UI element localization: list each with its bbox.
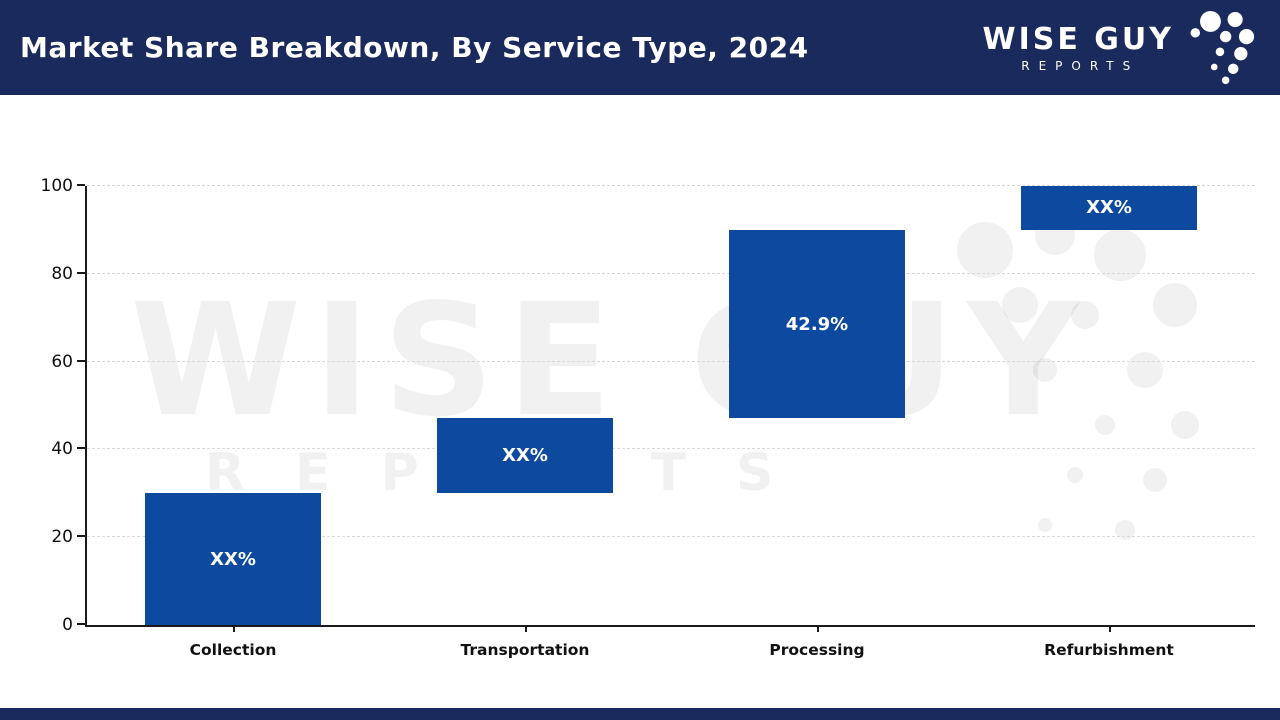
category-label: Transportation bbox=[460, 641, 590, 659]
y-axis-tick bbox=[77, 447, 85, 450]
category-label: Refurbishment bbox=[1044, 641, 1174, 659]
category-label: Processing bbox=[769, 641, 865, 659]
waterfall-bar: 42.9% bbox=[729, 229, 905, 419]
y-tick-label: 40 bbox=[51, 439, 73, 460]
bar-value-label: XX% bbox=[210, 548, 256, 570]
y-axis-tick bbox=[77, 359, 85, 362]
y-tick-label: 60 bbox=[51, 351, 73, 372]
gridline bbox=[87, 448, 1255, 450]
y-axis-tick bbox=[77, 535, 85, 538]
y-tick-label: 80 bbox=[51, 263, 73, 284]
logo-subtext: REPORTS bbox=[1021, 59, 1140, 73]
waterfall-bar: XX% bbox=[1021, 186, 1197, 230]
header-bar: Market Share Breakdown, By Service Type,… bbox=[0, 0, 1280, 95]
y-axis-tick bbox=[77, 623, 85, 625]
page-title: Market Share Breakdown, By Service Type,… bbox=[20, 31, 809, 64]
y-axis-tick bbox=[77, 184, 85, 186]
x-axis-tick bbox=[817, 625, 819, 632]
bar-value-label: XX% bbox=[502, 445, 548, 467]
waterfall-bar: XX% bbox=[145, 493, 321, 625]
x-axis-tick bbox=[525, 625, 527, 632]
waterfall-chart: 0 20 40 60 80 100 XX% Collection XX% Transportati… bbox=[41, 176, 1255, 659]
footer-bar bbox=[0, 708, 1280, 720]
y-axis-tick bbox=[77, 271, 85, 274]
y-tick-label: 20 bbox=[51, 527, 73, 548]
y-tick-label: 0 bbox=[62, 615, 73, 635]
category-label: Collection bbox=[189, 641, 277, 659]
bar-value-label: XX% bbox=[1086, 197, 1132, 219]
wiseguy-logo-text: WISE GUY REPORTS bbox=[982, 22, 1174, 73]
gridline bbox=[87, 536, 1255, 538]
x-axis-tick bbox=[1109, 625, 1111, 632]
chart-area: WISE GUY REPORTS bbox=[0, 95, 1280, 708]
waterfall-bar: XX% bbox=[437, 418, 613, 494]
x-axis-tick bbox=[233, 625, 235, 632]
gridline bbox=[87, 360, 1255, 362]
wiseguy-logo: WISE GUY REPORTS bbox=[982, 8, 1256, 88]
logo-wordmark: WISE GUY bbox=[982, 22, 1174, 57]
bar-value-label: 42.9% bbox=[785, 313, 849, 335]
y-tick-label: 100 bbox=[40, 176, 73, 196]
gridline bbox=[87, 272, 1255, 274]
gridline bbox=[87, 185, 1255, 186]
wiseguy-head-icon bbox=[1190, 10, 1255, 84]
